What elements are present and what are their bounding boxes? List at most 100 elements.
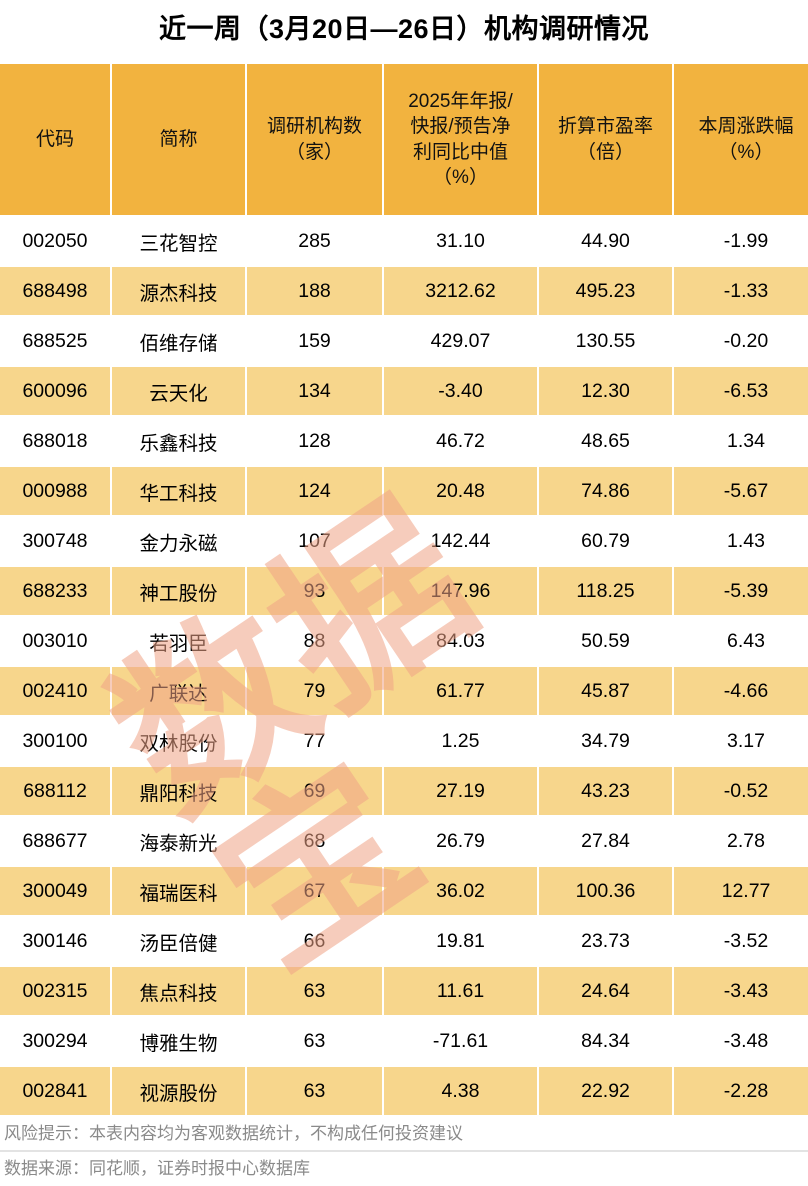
cell-name: 福瑞医科 <box>112 867 245 915</box>
cell-count: 63 <box>247 1017 382 1065</box>
table-header: 代码 简称 调研机构数 （家） 2025年年报/ 快报/预告净 利同比中值 （%… <box>0 64 808 215</box>
column-header-chg-line2: （%） <box>718 141 774 163</box>
table-row[interactable]: 300100 双林股份 77 1.25 34.79 3.17 <box>0 717 808 765</box>
cell-count: 188 <box>247 267 382 315</box>
cell-name: 博雅生物 <box>112 1017 245 1065</box>
table-row[interactable]: 600096 云天化 134 -3.40 12.30 -6.53 <box>0 367 808 415</box>
table-row[interactable]: 002410 广联达 79 61.77 45.87 -4.66 <box>0 667 808 715</box>
cell-pe: 43.23 <box>539 767 672 815</box>
table-row[interactable]: 688018 乐鑫科技 128 46.72 48.65 1.34 <box>0 417 808 465</box>
cell-pe: 100.36 <box>539 867 672 915</box>
cell-count: 63 <box>247 967 382 1015</box>
cell-pe: 48.65 <box>539 417 672 465</box>
cell-count: 68 <box>247 817 382 865</box>
cell-pe: 60.79 <box>539 517 672 565</box>
cell-count: 66 <box>247 917 382 965</box>
cell-name: 广联达 <box>112 667 245 715</box>
cell-name: 视源股份 <box>112 1067 245 1115</box>
column-header-profit-line2: 快报/预告净 <box>410 116 511 138</box>
cell-pe: 23.73 <box>539 917 672 965</box>
cell-chg: -0.20 <box>674 317 808 365</box>
cell-chg: -0.52 <box>674 767 808 815</box>
cell-count: 128 <box>247 417 382 465</box>
cell-name: 金力永磁 <box>112 517 245 565</box>
cell-count: 285 <box>247 217 382 265</box>
table-row[interactable]: 688112 鼎阳科技 69 27.19 43.23 -0.52 <box>0 767 808 815</box>
cell-chg: 2.78 <box>674 817 808 865</box>
table-row[interactable]: 000988 华工科技 124 20.48 74.86 -5.67 <box>0 467 808 515</box>
cell-count: 77 <box>247 717 382 765</box>
cell-profit: 20.48 <box>384 467 537 515</box>
table-row[interactable]: 002315 焦点科技 63 11.61 24.64 -3.43 <box>0 967 808 1015</box>
cell-chg: -6.53 <box>674 367 808 415</box>
column-header-count[interactable]: 调研机构数 （家） <box>247 64 382 215</box>
cell-code: 002841 <box>0 1067 110 1115</box>
column-header-profit-line1: 2025年年报/ <box>408 91 513 113</box>
cell-profit: 61.77 <box>384 667 537 715</box>
column-header-name[interactable]: 简称 <box>112 64 245 215</box>
cell-chg: -3.43 <box>674 967 808 1015</box>
column-header-chg-line1: 本周涨跌幅 <box>698 116 794 138</box>
table-row[interactable]: 300748 金力永磁 107 142.44 60.79 1.43 <box>0 517 808 565</box>
cell-chg: 3.17 <box>674 717 808 765</box>
cell-name: 源杰科技 <box>112 267 245 315</box>
table-row[interactable]: 300049 福瑞医科 67 36.02 100.36 12.77 <box>0 867 808 915</box>
table-row[interactable]: 688677 海泰新光 68 26.79 27.84 2.78 <box>0 817 808 865</box>
cell-profit: 429.07 <box>384 317 537 365</box>
table-row[interactable]: 300294 博雅生物 63 -71.61 84.34 -3.48 <box>0 1017 808 1065</box>
column-header-chg[interactable]: 本周涨跌幅 （%） <box>674 64 808 215</box>
cell-pe: 84.34 <box>539 1017 672 1065</box>
cell-count: 63 <box>247 1067 382 1115</box>
cell-profit: 36.02 <box>384 867 537 915</box>
cell-code: 300294 <box>0 1017 110 1065</box>
page-title: 近一周（3月20日—26日）机构调研情况 <box>158 13 650 44</box>
cell-chg: -5.39 <box>674 567 808 615</box>
cell-profit: 27.19 <box>384 767 537 815</box>
cell-chg: -5.67 <box>674 467 808 515</box>
table-body: 002050 三花智控 285 31.10 44.90 -1.99 688498 源杰科技 18… <box>0 217 808 1115</box>
cell-count: 134 <box>247 367 382 415</box>
cell-name: 汤臣倍健 <box>112 917 245 965</box>
risk-note: 风险提示：本表内容均为客观数据统计，不构成任何投资建议 <box>4 1124 463 1143</box>
cell-profit: 46.72 <box>384 417 537 465</box>
cell-chg: 1.43 <box>674 517 808 565</box>
source-note: 数据来源：同花顺，证券时报中心数据库 <box>0 1150 808 1185</box>
cell-pe: 45.87 <box>539 667 672 715</box>
column-header-pe-line2: （倍） <box>576 141 634 163</box>
table-row[interactable]: 688525 佰维存储 159 429.07 130.55 -0.20 <box>0 317 808 365</box>
cell-count: 93 <box>247 567 382 615</box>
cell-profit: 19.81 <box>384 917 537 965</box>
column-header-pe-line1: 折算市盈率 <box>557 116 653 138</box>
table-row[interactable]: 002841 视源股份 63 4.38 22.92 -2.28 <box>0 1067 808 1115</box>
cell-count: 124 <box>247 467 382 515</box>
column-header-code[interactable]: 代码 <box>0 64 110 215</box>
cell-pe: 27.84 <box>539 817 672 865</box>
cell-name: 三花智控 <box>112 217 245 265</box>
table-row[interactable]: 688498 源杰科技 188 3212.62 495.23 -1.33 <box>0 267 808 315</box>
cell-count: 107 <box>247 517 382 565</box>
column-header-count-line2: （家） <box>285 141 343 163</box>
table-row[interactable]: 688233 神工股份 93 147.96 118.25 -5.39 <box>0 567 808 615</box>
cell-code: 002315 <box>0 967 110 1015</box>
table-row[interactable]: 003010 若羽臣 88 84.03 50.59 6.43 <box>0 617 808 665</box>
cell-chg: -1.33 <box>674 267 808 315</box>
cell-code: 300748 <box>0 517 110 565</box>
cell-code: 300146 <box>0 917 110 965</box>
cell-pe: 44.90 <box>539 217 672 265</box>
institution-research-table: 代码 简称 调研机构数 （家） 2025年年报/ 快报/预告净 利同比中值 （%… <box>0 62 808 1117</box>
column-header-profit[interactable]: 2025年年报/ 快报/预告净 利同比中值 （%） <box>384 64 537 215</box>
cell-pe: 22.92 <box>539 1067 672 1115</box>
cell-pe: 50.59 <box>539 617 672 665</box>
column-header-pe[interactable]: 折算市盈率 （倍） <box>539 64 672 215</box>
cell-count: 67 <box>247 867 382 915</box>
table-row[interactable]: 002050 三花智控 285 31.10 44.90 -1.99 <box>0 217 808 265</box>
cell-name: 神工股份 <box>112 567 245 615</box>
cell-pe: 34.79 <box>539 717 672 765</box>
cell-profit: -71.61 <box>384 1017 537 1065</box>
column-header-profit-line4: （%） <box>433 166 488 188</box>
table-row[interactable]: 300146 汤臣倍健 66 19.81 23.73 -3.52 <box>0 917 808 965</box>
cell-code: 300100 <box>0 717 110 765</box>
cell-name: 双林股份 <box>112 717 245 765</box>
cell-profit: 147.96 <box>384 567 537 615</box>
column-header-profit-line3: 利同比中值 <box>412 141 508 163</box>
